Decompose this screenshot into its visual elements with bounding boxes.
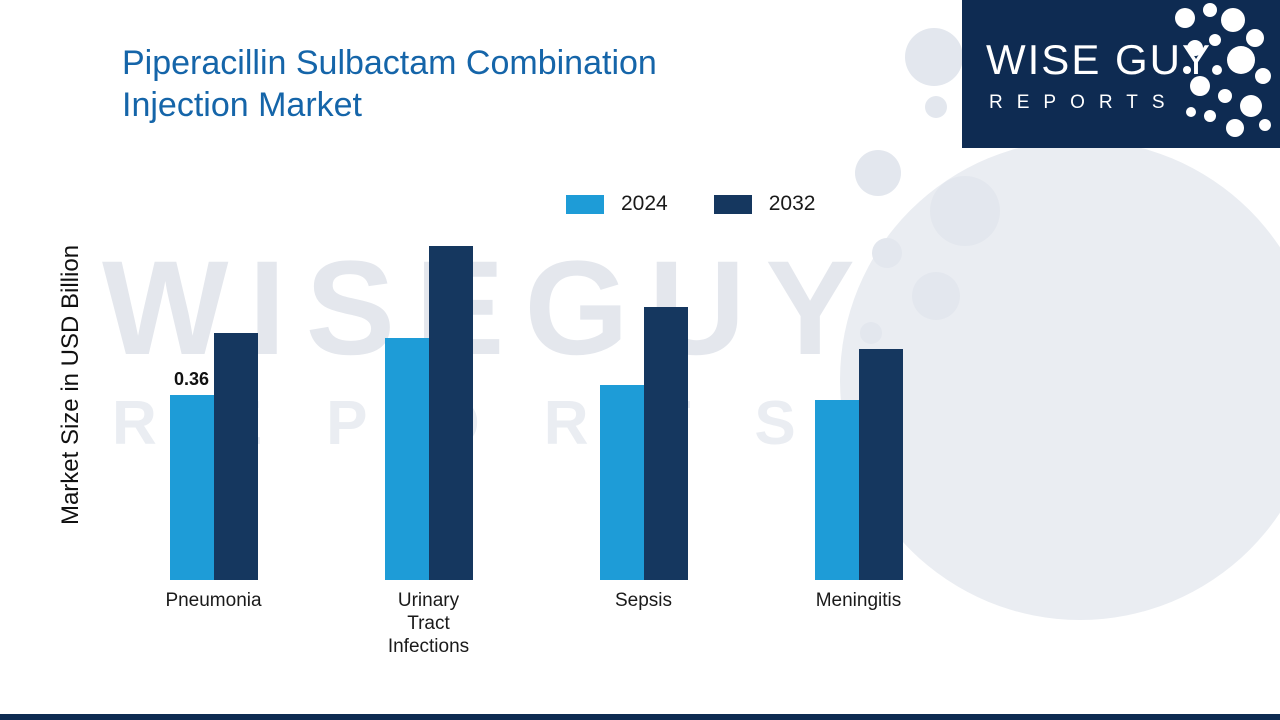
legend-swatch-2024 [566,194,604,214]
logo-face-dots-icon [1175,3,1271,137]
legend: 2024 2032 [566,192,815,216]
bars-pneumonia: 0.36 [169,220,258,580]
bar-2024-meningitis [814,400,859,580]
bar-group-meningitis: Meningitis [751,220,966,611]
page-title: Piperacillin Sulbactam Combination Injec… [122,44,657,125]
watermark-face-circle [840,140,1280,620]
legend-swatch-2032 [713,194,752,214]
watermark-dot [855,150,901,196]
bar-2032-sepsis [643,307,688,580]
category-label-pneumonia: Pneumonia [165,590,262,611]
legend-label-2032: 2032 [768,192,816,215]
bar-group-urinary-tract-infections: Urinary Tract Infections [321,220,536,657]
bars-urinary-tract-infections [384,220,473,580]
bar-value-label: 0.36 [173,369,210,389]
watermark-dot [860,322,882,344]
bars-meningitis [814,220,903,580]
bar-2024-urinary-tract-infections [384,338,429,580]
bar-2024-sepsis [599,385,644,580]
watermark-dot [930,176,1000,246]
logo-reports-text: REPORTS [989,92,1179,113]
category-label-urinary-tract-infections: Urinary Tract Infections [387,590,470,657]
bottom-accent-bar [0,714,1280,720]
bars-sepsis [599,220,688,580]
bar-2032-pneumonia [213,333,258,580]
y-axis-label: Market Size in USD Billion [57,244,84,526]
watermark-dot [912,272,960,320]
logo-brand-text: WISE GUY [986,36,1213,83]
bar-2032-meningitis [858,349,903,580]
legend-label-2024: 2024 [621,192,668,215]
bar-group-pneumonia: 0.36 Pneumonia [106,220,321,611]
bar-group-sepsis: Sepsis [536,220,751,611]
bar-2024-pneumonia: 0.36 [169,369,214,580]
bar-2032-urinary-tract-infections [428,246,473,580]
plot-area: 0.36 Pneumonia Urinary Tract Infections Sep… [106,220,966,657]
watermark-dot [905,28,963,86]
legend-item-2024: 2024 [566,192,668,216]
watermark-dot [925,96,947,118]
category-label-sepsis: Sepsis [614,590,673,611]
wiseguy-logo: WISE GUY REPORTS [962,0,1280,148]
legend-item-2032: 2032 [713,192,816,216]
watermark-dot [872,238,902,268]
category-label-meningitis: Meningitis [815,590,902,611]
